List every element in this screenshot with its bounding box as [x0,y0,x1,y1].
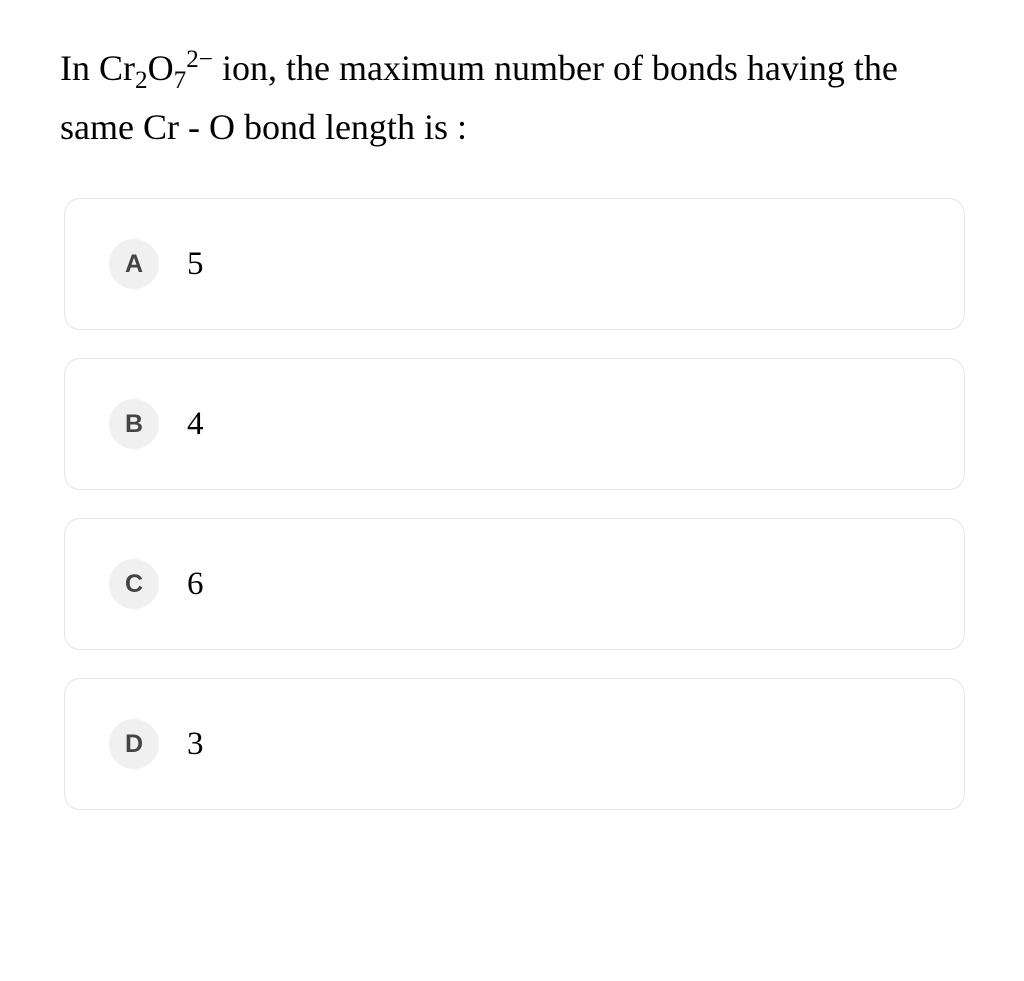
option-d[interactable]: D 3 [64,678,965,810]
option-badge-d: D [109,719,159,769]
option-a[interactable]: A 5 [64,198,965,330]
option-text-c: 6 [187,566,204,603]
options-container: A 5 B 4 C 6 D 3 [60,198,969,810]
question-text: In Cr2O72− ion, the maximum number of bo… [60,40,969,156]
option-c[interactable]: C 6 [64,518,965,650]
option-text-b: 4 [187,406,204,443]
option-badge-a: A [109,239,159,289]
option-b[interactable]: B 4 [64,358,965,490]
option-text-d: 3 [187,726,204,763]
option-badge-c: C [109,559,159,609]
option-text-a: 5 [187,246,204,283]
option-badge-b: B [109,399,159,449]
